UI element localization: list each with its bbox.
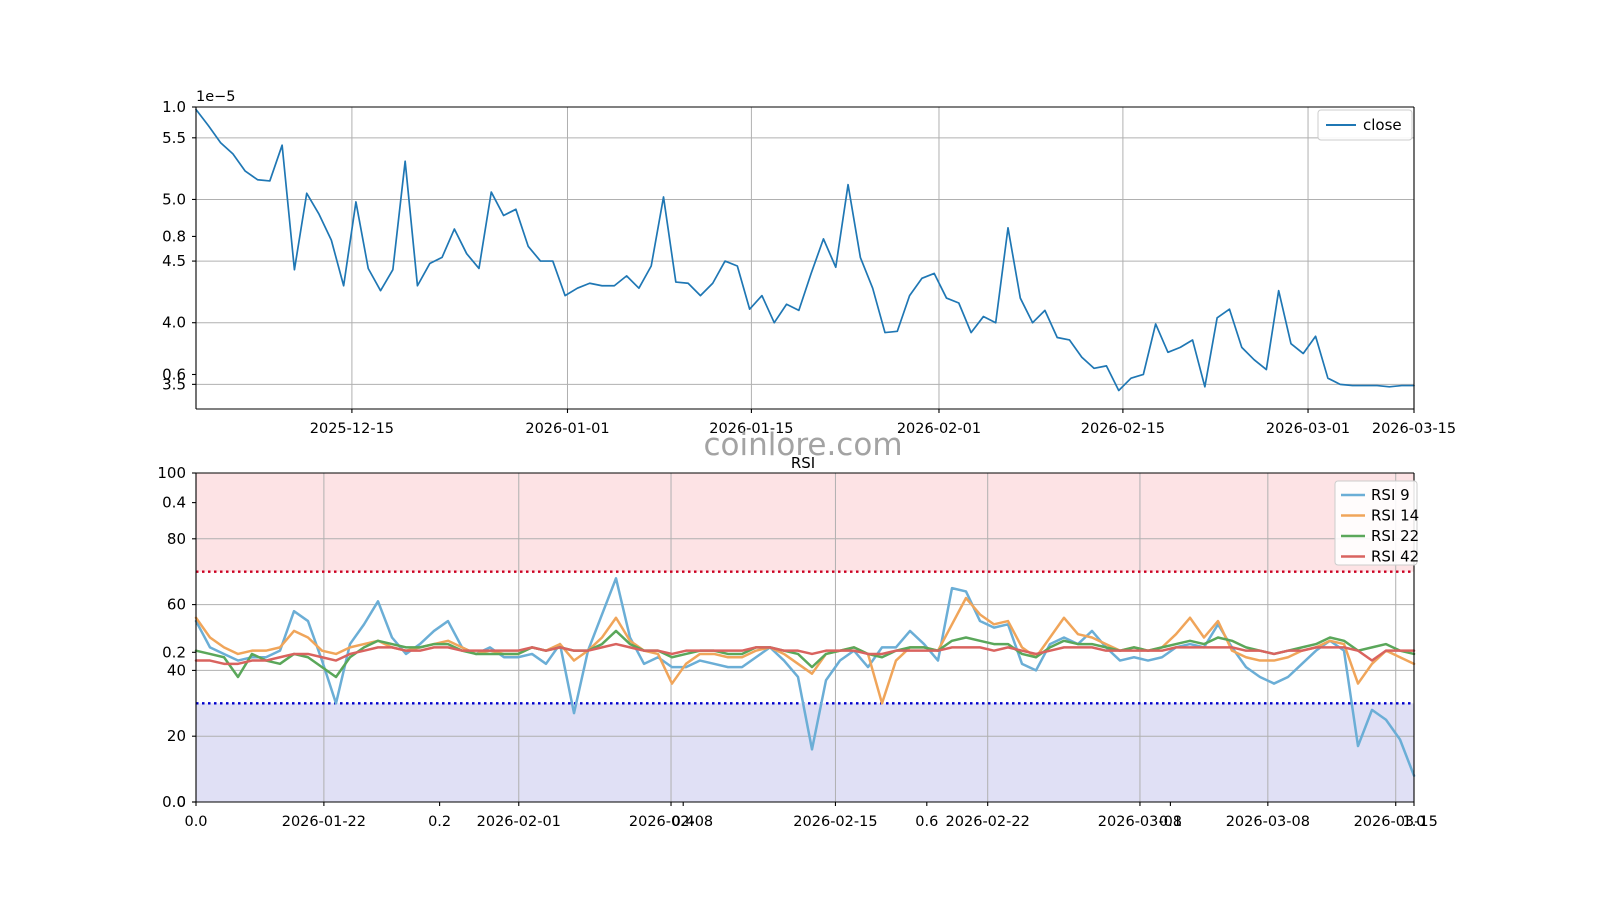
price-series-close — [195, 108, 1415, 392]
price-y-tick-labels: 5.5 5.0 4.5 4.0 3.5 — [162, 129, 186, 394]
price-y-tick-label: 4.0 — [162, 314, 186, 332]
price-y-tick-label: 4.5 — [162, 252, 186, 270]
rsi-secondary-y-tick-label: 0.4 — [162, 494, 186, 512]
rsi-x-tick-label: 2026-02-01 — [477, 814, 561, 830]
rsi-x-tick-label: 2026-02-15 — [793, 814, 877, 830]
price-y-tick-label: 5.0 — [162, 190, 186, 208]
rsi-y-tick-label: 40 — [167, 661, 186, 679]
rsi-y-tick-label: 0 — [176, 793, 186, 811]
price-y-tick-label: 5.5 — [162, 129, 186, 147]
price-y-tick-label: 3.5 — [162, 375, 186, 393]
rsi-x-tick-label: 2026-01-22 — [282, 814, 366, 830]
rsi-y-tick-label: 80 — [167, 530, 186, 548]
rsi-legend-label: RSI 14 — [1371, 507, 1419, 525]
rsi-numeric-x-tick-label: 1.0 — [1402, 814, 1425, 830]
price-secondary-y-tick-labels: 1.0 0.8 0.6 — [162, 98, 186, 383]
rsi-x-tick-label: 2026-03-08 — [1226, 814, 1310, 830]
rsi-legend[interactable]: RSI 9 RSI 14 RSI 22 RSI 42 — [1334, 480, 1419, 566]
rsi-series-rsi-14 — [194, 596, 1416, 705]
price-x-tick-label: 2026-03-01 — [1266, 421, 1350, 437]
rsi-threshold-bands — [196, 473, 1414, 802]
price-legend-label: close — [1363, 116, 1402, 134]
rsi-secondary-y-tick-label: 0.2 — [162, 643, 186, 661]
price-legend-box[interactable] — [1317, 109, 1413, 141]
rsi-numeric-x-tick-label: 0.4 — [672, 814, 695, 830]
price-x-tick-labels: 2025-12-15 2026-01-01 2026-01-15 2026-02-01… — [310, 421, 1456, 437]
rsi-y-tick-label: 100 — [157, 464, 186, 482]
rsi-y-tick-labels: 100 80 60 40 20 0 — [157, 464, 186, 811]
overbought-band — [196, 473, 1414, 572]
price-x-tick-label: 2026-03-15 — [1372, 421, 1456, 437]
price-axis-spines — [192, 106, 1415, 413]
rsi-numeric-x-tick-labels: 0.0 0.2 0.4 0.6 0.8 1.0 — [184, 814, 1425, 830]
price-x-tick-label: 2026-01-01 — [525, 421, 609, 437]
price-x-tick-label: 2026-02-15 — [1081, 421, 1165, 437]
price-x-tick-label: 2026-02-01 — [897, 421, 981, 437]
rsi-numeric-x-tick-label: 0.0 — [184, 814, 207, 830]
rsi-legend-label: RSI 22 — [1371, 527, 1419, 545]
watermark-text: coinlore.com — [703, 427, 902, 463]
price-x-tick-label: 2026-01-15 — [709, 421, 793, 437]
price-secondary-y-tick-label: 0.8 — [162, 227, 186, 245]
rsi-legend-label: RSI 42 — [1371, 548, 1419, 566]
price-legend[interactable]: close — [1317, 109, 1413, 141]
price-grid — [196, 107, 1415, 409]
rsi-y-tick-label: 60 — [167, 596, 186, 614]
price-x-tick-label: 2025-12-15 — [310, 421, 394, 437]
price-secondary-y-tick-label: 0.6 — [162, 365, 186, 383]
rsi-legend-label: RSI 9 — [1371, 486, 1410, 504]
rsi-x-tick-label: 2026-03-01 — [1098, 814, 1182, 830]
rsi-x-tick-label: 2026-02-22 — [946, 814, 1030, 830]
rsi-x-tick-labels: 2026-01-22 2026-02-01 2026-02-08 2026-02-15… — [282, 814, 1438, 830]
rsi-x-tick-label: 2026-02-08 — [629, 814, 713, 830]
rsi-chart-axes: 100 80 60 40 20 0 0.4 0.2 0.0 2026-01-22 2026-02… — [157, 454, 1438, 830]
rsi-numeric-x-tick-label: 0.2 — [428, 814, 451, 830]
rsi-series-rsi-42 — [194, 642, 1416, 666]
rsi-secondary-y-tick-label: 0.0 — [162, 793, 186, 811]
rsi-legend-box[interactable] — [1334, 480, 1418, 566]
price-chart-axes: 5.5 5.0 4.5 4.0 3.5 1.0 0.8 0.6 2025-12-15 2026… — [162, 89, 1456, 437]
rsi-y-tick-label: 20 — [167, 727, 186, 745]
price-y-offset-label: 1e−5 — [196, 89, 236, 105]
rsi-x-tick-label: 2026-03-15 — [1354, 814, 1438, 830]
rsi-numeric-x-tick-label: 0.6 — [915, 814, 938, 830]
rsi-threshold-lines — [196, 570, 1414, 705]
rsi-secondary-y-tick-labels: 0.4 0.2 0.0 — [162, 494, 186, 811]
rsi-grid — [196, 473, 1414, 802]
price-series-group — [195, 108, 1415, 392]
rsi-numeric-x-tick-label: 0.8 — [1159, 814, 1182, 830]
price-secondary-y-tick-label: 1.0 — [162, 98, 186, 116]
rsi-chart-title: RSI — [791, 454, 815, 472]
rsi-series-group — [194, 577, 1416, 777]
rsi-series-rsi-22 — [194, 629, 1416, 679]
